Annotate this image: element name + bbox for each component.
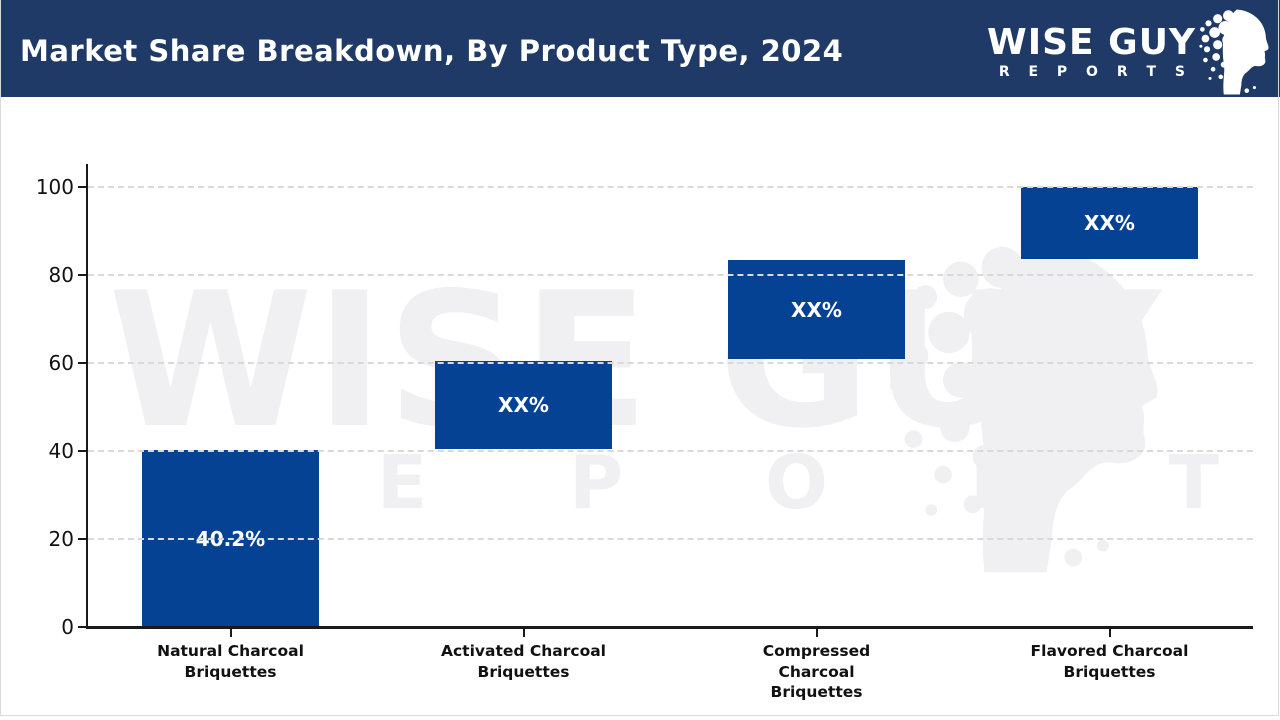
x-tick-mark <box>522 629 525 637</box>
bar-value-label: XX% <box>791 297 842 322</box>
logo-face-icon <box>1194 8 1272 96</box>
bar-value-label: XX% <box>498 393 549 418</box>
gridline <box>88 538 1253 540</box>
x-category-label: Activated Charcoal Briquettes <box>440 642 606 681</box>
y-tick-mark <box>78 626 86 628</box>
logo-wiseguy-text: WISE GUY <box>986 22 1196 63</box>
gridline <box>88 186 1253 188</box>
watermark-face-icon <box>872 226 1168 590</box>
gridline <box>88 274 1253 276</box>
bar-segment: XX% <box>1021 187 1198 259</box>
logo-reports-text: R E P O R T S <box>998 64 1192 80</box>
y-tick-label: 40 <box>48 439 74 463</box>
y-tick-label: 0 <box>61 615 74 639</box>
bar-segment: XX% <box>435 361 612 450</box>
header-bar: Market Share Breakdown, By Product Type,… <box>0 0 1280 97</box>
y-axis-line <box>86 164 88 629</box>
y-tick-mark <box>78 362 86 364</box>
y-tick-label: 80 <box>48 263 74 287</box>
x-axis-line <box>86 626 1253 629</box>
x-tick-mark <box>1108 629 1111 637</box>
y-tick-mark <box>78 274 86 276</box>
brand-logo: WISE GUY R E P O R T S <box>987 4 1268 94</box>
y-tick-label: 20 <box>48 527 74 551</box>
y-tick-label: 60 <box>48 351 74 375</box>
y-tick-mark <box>78 450 86 452</box>
gridline <box>88 362 1253 364</box>
x-category-label: Compressed Charcoal Briquettes <box>762 642 871 701</box>
y-tick-label: 100 <box>35 175 74 199</box>
gridline <box>88 450 1253 452</box>
y-tick-mark <box>78 186 86 188</box>
x-tick-mark <box>229 629 232 637</box>
y-tick-mark <box>78 538 86 540</box>
x-category-label: Natural Charcoal Briquettes <box>157 642 304 681</box>
chart-title: Market Share Breakdown, By Product Type,… <box>20 34 844 68</box>
bar-segment: XX% <box>728 260 905 359</box>
bar-value-label: XX% <box>1084 210 1135 235</box>
x-category-label: Flavored Charcoal Briquettes <box>1030 642 1189 681</box>
x-tick-mark <box>815 629 818 637</box>
